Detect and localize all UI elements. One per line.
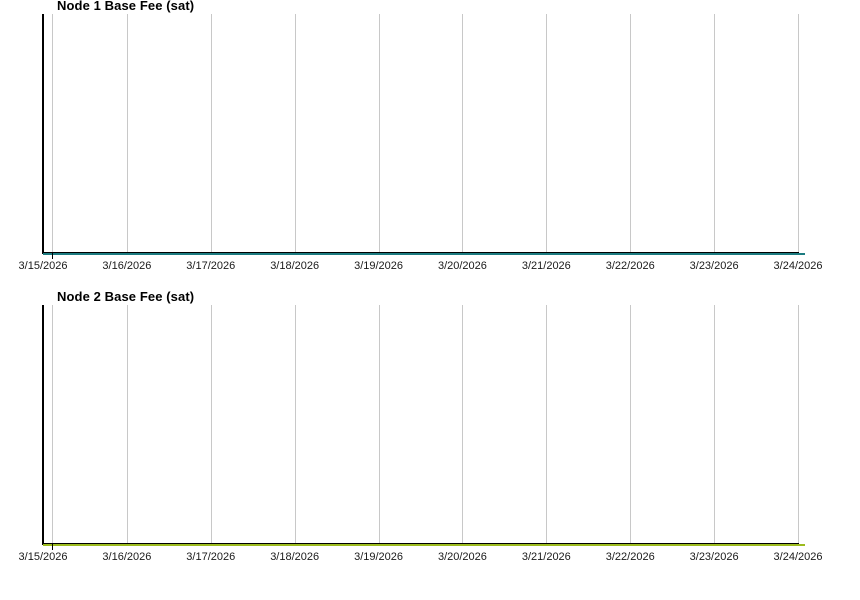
x-axis-tick-label: 3/22/2026: [605, 260, 655, 272]
gridline: [630, 14, 632, 253]
data-series-node-2-base-fee: [43, 544, 805, 546]
gridline: [294, 14, 296, 253]
x-axis-tick-label: 3/15/2026: [18, 551, 68, 563]
plot-area-node-2: [43, 305, 799, 544]
chart-node-1-base-fee: Node 1 Base Fee (sat) 3/15/2026 3/16/2026…: [0, 0, 860, 285]
x-axis-tick-label: 3/17/2026: [186, 260, 236, 272]
chart-node-2-base-fee: Node 2 Base Fee (sat) 3/15/2026 3/16/2026…: [0, 289, 860, 580]
chart-title-node-2: Node 2 Base Fee (sat): [57, 289, 195, 304]
x-axis-tick-label: 3/21/2026: [521, 260, 571, 272]
x-axis-tick-label: 3/18/2026: [270, 260, 320, 272]
x-axis-tick-labels-node-1: 3/15/2026 3/16/2026 3/17/2026 3/18/2026 3/19…: [0, 259, 860, 275]
gridline: [294, 305, 296, 544]
gridline: [52, 305, 53, 544]
gridline: [546, 14, 548, 253]
gridline: [630, 305, 632, 544]
x-axis-tick-label: 3/24/2026: [773, 551, 823, 563]
x-axis-tick-label: 3/24/2026: [773, 260, 823, 272]
x-axis-tick-label: 3/23/2026: [689, 260, 739, 272]
gridline: [714, 14, 716, 253]
x-axis-tick-label: 3/15/2026: [18, 260, 68, 272]
x-axis-origin-tick: [52, 253, 53, 259]
x-axis-tick-label: 3/20/2026: [437, 551, 487, 563]
gridline: [462, 305, 464, 544]
x-axis-tick-label: 3/19/2026: [354, 551, 404, 563]
y-axis-node-2: [42, 305, 44, 545]
x-axis-tick-label: 3/23/2026: [689, 551, 739, 563]
gridline: [798, 305, 799, 544]
gridline: [52, 14, 53, 253]
gridline: [210, 305, 212, 544]
x-axis-tick-label: 3/17/2026: [186, 551, 236, 563]
x-axis-tick-labels-node-2: 3/15/2026 3/16/2026 3/17/2026 3/18/2026 3/19…: [0, 550, 860, 566]
x-axis-tick-label: 3/21/2026: [521, 551, 571, 563]
gridline: [714, 305, 716, 544]
x-axis-tick-label: 3/22/2026: [605, 551, 655, 563]
x-axis-tick-label: 3/16/2026: [102, 551, 152, 563]
x-axis-tick-label: 3/20/2026: [437, 260, 487, 272]
x-axis-tick-label: 3/19/2026: [354, 260, 404, 272]
plot-area-node-1: [43, 14, 799, 253]
gridline: [798, 14, 799, 253]
gridline: [126, 14, 128, 253]
gridline: [546, 305, 548, 544]
gridline: [210, 14, 212, 253]
gridline: [378, 14, 380, 253]
x-axis-origin-tick: [52, 544, 53, 550]
gridline: [462, 14, 464, 253]
data-series-node-1-base-fee: [43, 253, 805, 255]
x-axis-tick-label: 3/16/2026: [102, 260, 152, 272]
x-axis-tick-label: 3/18/2026: [270, 551, 320, 563]
y-axis-node-1: [42, 14, 44, 254]
gridline: [126, 305, 128, 544]
gridline: [378, 305, 380, 544]
chart-title-node-1: Node 1 Base Fee (sat): [57, 0, 195, 13]
